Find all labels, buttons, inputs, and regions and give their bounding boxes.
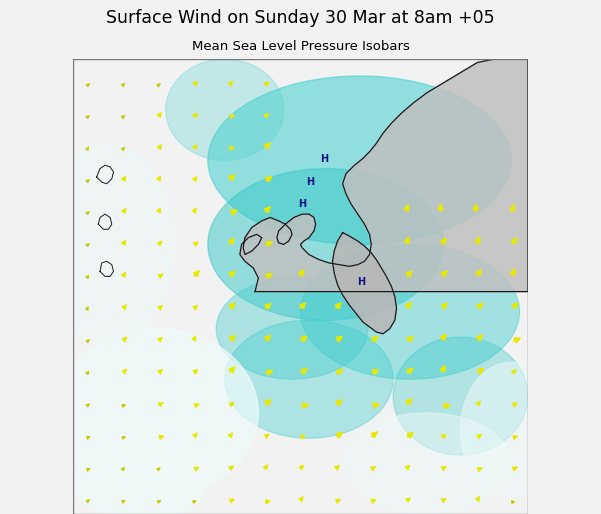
Text: H: H xyxy=(357,277,365,286)
Ellipse shape xyxy=(343,413,511,514)
Ellipse shape xyxy=(56,328,258,497)
Text: H: H xyxy=(320,154,328,163)
Text: H: H xyxy=(298,199,307,209)
Polygon shape xyxy=(240,59,528,291)
Ellipse shape xyxy=(216,278,368,379)
Ellipse shape xyxy=(39,143,174,345)
Ellipse shape xyxy=(73,438,208,514)
Ellipse shape xyxy=(166,59,284,160)
Polygon shape xyxy=(332,233,397,334)
Ellipse shape xyxy=(393,337,528,455)
Ellipse shape xyxy=(300,245,519,379)
Text: Mean Sea Level Pressure Isobars: Mean Sea Level Pressure Isobars xyxy=(192,40,409,52)
Ellipse shape xyxy=(460,362,562,497)
Ellipse shape xyxy=(208,76,511,245)
Text: H: H xyxy=(307,177,315,187)
Ellipse shape xyxy=(225,320,393,438)
Ellipse shape xyxy=(208,169,444,320)
Text: Surface Wind on Sunday 30 Mar at 8am +05: Surface Wind on Sunday 30 Mar at 8am +05 xyxy=(106,9,495,27)
